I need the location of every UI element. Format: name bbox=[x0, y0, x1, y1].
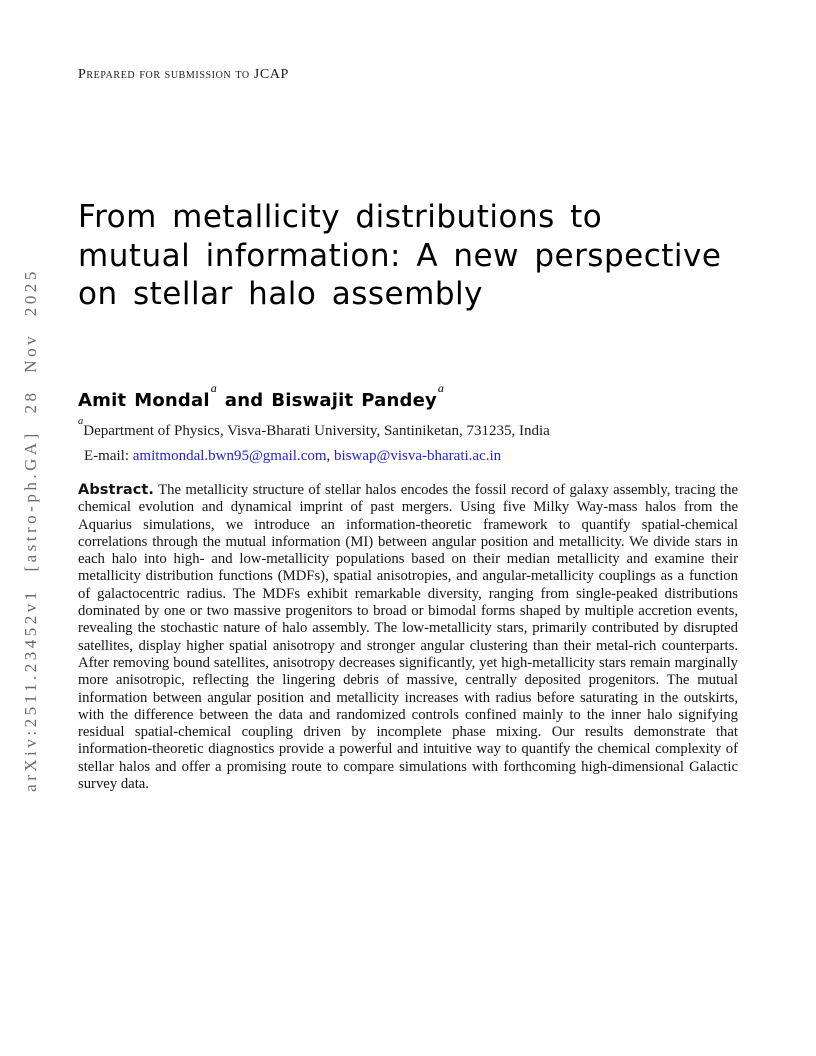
email-link-2[interactable]: biswap@visva-bharati.ac.in bbox=[334, 448, 502, 464]
affiliation-text: Department of Physics, Visva-Bharati Uni… bbox=[83, 423, 550, 439]
abstract: Abstract. The metallicity structure of s… bbox=[78, 482, 738, 793]
arxiv-watermark: arXiv:2511.23452v1 [astro-ph.GA] 28 Nov … bbox=[21, 268, 40, 792]
paper-title-line-2: mutual information: A new perspective bbox=[78, 237, 722, 274]
paper-title: From metallicity distributions to mutual … bbox=[78, 198, 758, 314]
paper-title-line-1: From metallicity distributions to bbox=[78, 199, 603, 235]
author-affil-mark-1: a bbox=[210, 381, 217, 395]
abstract-text: The metallicity structure of stellar hal… bbox=[78, 482, 738, 793]
email-link-1[interactable]: amitmondal.bwn95@gmail.com bbox=[132, 448, 327, 464]
affiliation-line: aDepartment of Physics, Visva-Bharati Un… bbox=[78, 416, 550, 440]
email-line: E-mail: amitmondal.bwn95@gmail.com, bisw… bbox=[84, 448, 501, 465]
author-affil-mark-2: a bbox=[437, 381, 445, 395]
abstract-label: Abstract. bbox=[78, 482, 155, 498]
author-name-2: Biswajit Pandey bbox=[271, 390, 437, 411]
authors-separator: and bbox=[224, 390, 264, 411]
paper-title-line-3: on stellar halo assembly bbox=[78, 276, 483, 312]
email-label: E-mail: bbox=[84, 448, 129, 464]
affiliation-mark: a bbox=[78, 416, 84, 427]
email-separator: , bbox=[326, 448, 331, 464]
author-name-1: Amit Mondal bbox=[78, 390, 210, 411]
submission-note: Prepared for submission to JCAP bbox=[78, 67, 289, 82]
authors-line: Amit Mondala and Biswajit Pandeya bbox=[78, 381, 444, 411]
